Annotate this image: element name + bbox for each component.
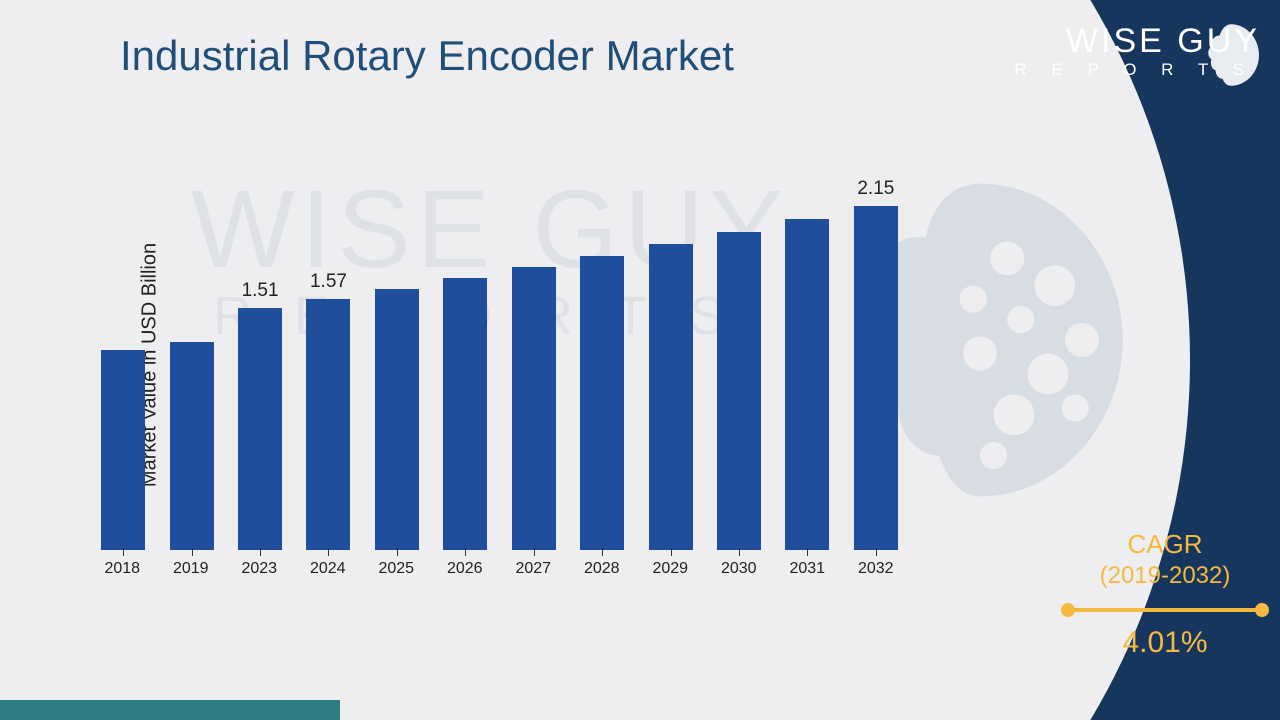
cagr-block: CAGR (2019-2032) 4.01% (1050, 529, 1280, 660)
bar (170, 342, 214, 550)
x-axis-label: 2032 (842, 554, 911, 580)
bar (375, 289, 419, 550)
x-axis-label: 2025 (362, 554, 431, 580)
bar (649, 244, 693, 550)
bar-value-label: 2.15 (857, 178, 894, 200)
bar-slot (431, 150, 499, 550)
cagr-value: 4.01% (1050, 626, 1280, 660)
cagr-label: CAGR (1050, 529, 1280, 560)
chart-title: Industrial Rotary Encoder Market (120, 32, 734, 80)
x-axis-label: 2024 (294, 554, 363, 580)
bar (580, 256, 624, 550)
logo-head-icon (1196, 20, 1266, 90)
bar-slot (363, 150, 431, 550)
bars-container: 1.51 1.57 2.15 (89, 150, 910, 550)
bar (512, 267, 556, 550)
infographic-stage: WISE GUY R E P O R T S CAGR (2019-2032) … (0, 0, 1280, 720)
x-axis-label: 2031 (773, 554, 842, 580)
x-axis-label: 2030 (705, 554, 774, 580)
bar-slot (89, 150, 157, 550)
brand-logo: WISE GUY R E P O R T S (1000, 24, 1260, 80)
bar-slot: 2.15 (842, 150, 910, 550)
x-axis-label: 2027 (499, 554, 568, 580)
x-axis-label: 2019 (157, 554, 226, 580)
bar-slot: 1.57 (294, 150, 362, 550)
x-axis-label: 2029 (636, 554, 705, 580)
x-axis-label: 2028 (568, 554, 637, 580)
bar (101, 350, 145, 550)
bar-chart: Market Value in USD Billion 1.511.572.15… (70, 150, 910, 580)
bar-slot (157, 150, 225, 550)
bar-slot: 1.51 (226, 150, 294, 550)
bar-slot (773, 150, 841, 550)
bar-slot (568, 150, 636, 550)
cagr-range: (2019-2032) (1050, 562, 1280, 590)
x-axis-label: 2023 (225, 554, 294, 580)
bar-slot (705, 150, 773, 550)
x-axis-labels: 2018201920232024202520262027202820292030… (88, 554, 910, 580)
x-axis-label: 2018 (88, 554, 157, 580)
bar (306, 299, 350, 550)
cagr-divider (1068, 608, 1262, 612)
bar (717, 232, 761, 550)
bar-value-label: 1.57 (310, 271, 347, 293)
bottom-accent-strip (0, 700, 340, 720)
bar (443, 278, 487, 550)
plot-area: 1.51 1.57 2.15 (88, 150, 910, 550)
bar (854, 206, 898, 550)
bar (238, 308, 282, 550)
bar-slot (500, 150, 568, 550)
bar-value-label: 1.51 (242, 280, 279, 302)
bar-slot (636, 150, 704, 550)
bar (785, 219, 829, 550)
x-axis-label: 2026 (431, 554, 500, 580)
